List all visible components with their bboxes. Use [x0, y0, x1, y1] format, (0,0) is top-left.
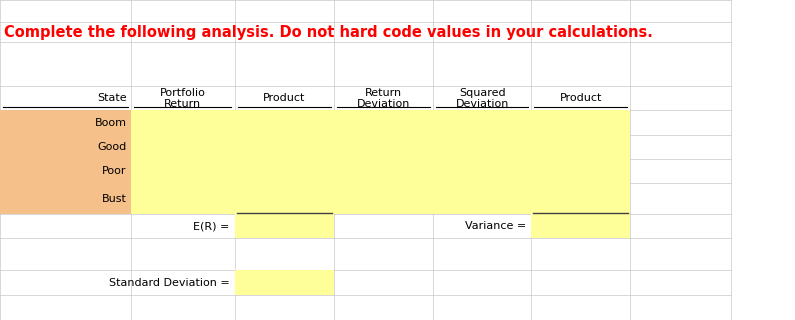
Text: Return
Deviation: Return Deviation — [357, 88, 410, 109]
Text: Standard Deviation =: Standard Deviation = — [109, 278, 230, 288]
Text: Boom: Boom — [95, 118, 126, 128]
Text: E(R) =: E(R) = — [193, 221, 230, 231]
Text: Squared
Deviation: Squared Deviation — [456, 88, 509, 109]
Text: Bust: Bust — [102, 194, 126, 204]
FancyBboxPatch shape — [531, 214, 630, 238]
FancyBboxPatch shape — [235, 270, 334, 295]
FancyBboxPatch shape — [0, 135, 131, 159]
FancyBboxPatch shape — [131, 110, 630, 135]
Text: State: State — [97, 93, 126, 103]
Text: Portfolio
Return: Portfolio Return — [160, 88, 206, 109]
Text: Variance =: Variance = — [465, 221, 526, 231]
FancyBboxPatch shape — [235, 214, 334, 238]
FancyBboxPatch shape — [0, 159, 131, 183]
FancyBboxPatch shape — [131, 183, 630, 214]
FancyBboxPatch shape — [131, 135, 630, 159]
FancyBboxPatch shape — [131, 159, 630, 183]
Text: Good: Good — [97, 142, 126, 152]
Text: Poor: Poor — [102, 166, 126, 176]
Text: Product: Product — [263, 93, 305, 103]
FancyBboxPatch shape — [0, 183, 131, 214]
Text: Complete the following analysis. Do not hard code values in your calculations.: Complete the following analysis. Do not … — [4, 25, 653, 40]
FancyBboxPatch shape — [0, 110, 131, 135]
Text: Product: Product — [560, 93, 602, 103]
